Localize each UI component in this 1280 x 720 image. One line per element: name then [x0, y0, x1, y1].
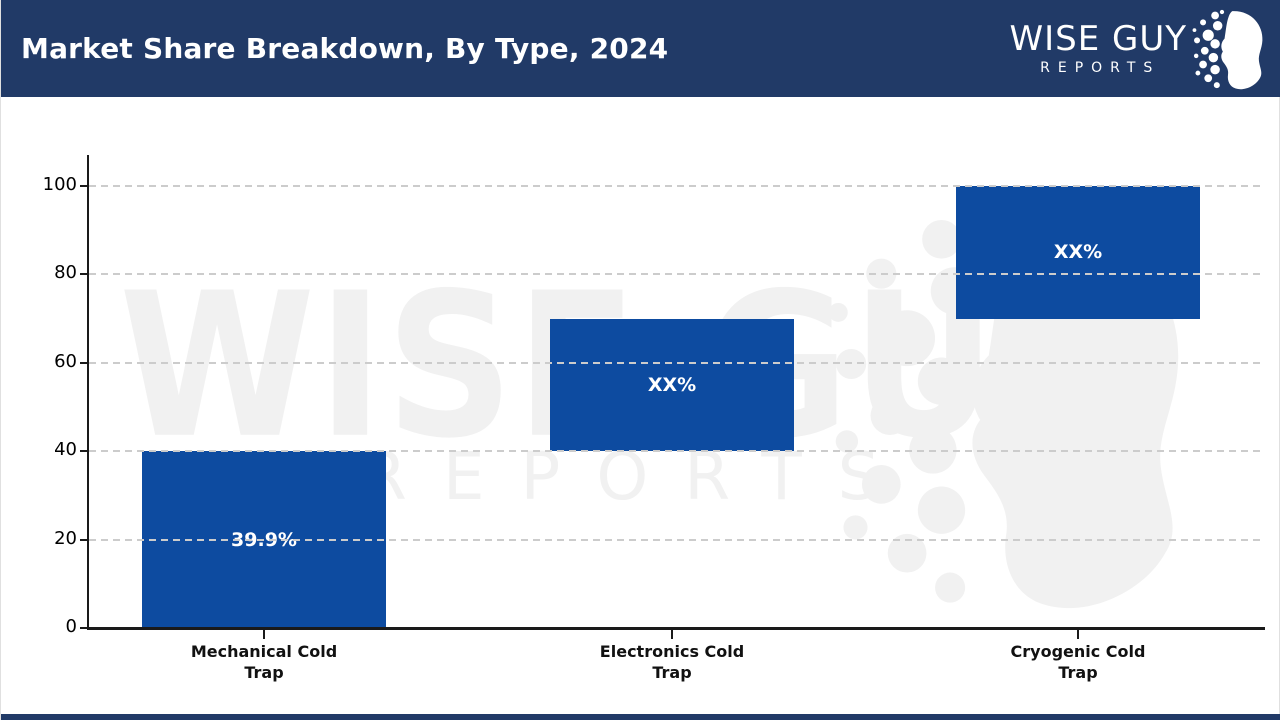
bar-value-label: XX%	[647, 373, 697, 396]
gridline-y-100	[89, 185, 1263, 187]
x-axis-spine	[87, 627, 1265, 630]
logo-text: WISE GUY REPORTS	[1009, 22, 1187, 75]
y-tick-mark-60	[80, 361, 89, 364]
y-tick-label-80: 80	[54, 262, 77, 284]
chart-title: Market Share Breakdown, By Type, 2024	[21, 32, 669, 65]
x-tick-mark-1	[263, 630, 265, 639]
x-category-label-line: Trap	[1058, 663, 1098, 682]
logo-dotted-head-icon	[1192, 9, 1263, 89]
wise-guy-reports-logo: WISE GUY REPORTS	[1009, 6, 1280, 92]
x-category-label-line: Trap	[652, 663, 692, 682]
x-category-label-1: Mechanical Cold Trap	[144, 641, 384, 683]
y-tick-label-20: 20	[54, 527, 77, 549]
gridline-y-60	[89, 361, 1263, 364]
bar-segment-2: XX%	[550, 318, 794, 452]
y-tick-label-60: 60	[54, 350, 77, 372]
x-category-label-2: Electronics Cold Trap	[552, 641, 792, 683]
x-category-label-line: Electronics Cold	[599, 642, 745, 661]
y-tick-mark-100	[80, 185, 89, 187]
gridline-y-80	[89, 273, 1263, 276]
x-tick-mark-3	[1077, 630, 1079, 639]
gridline-y-40	[89, 450, 1263, 453]
y-tick-mark-40	[80, 450, 89, 453]
y-axis-spine	[87, 155, 89, 628]
logo-wiseguy-label: WISE GUY	[1009, 19, 1187, 59]
x-category-label-3: Cryogenic Cold Trap	[958, 641, 1198, 683]
gridline-y-20	[89, 538, 1263, 541]
y-tick-mark-20	[80, 538, 89, 541]
bar-value-label: XX%	[1053, 241, 1103, 264]
y-tick-mark-0	[80, 627, 89, 629]
x-category-label-line: Trap	[244, 663, 284, 682]
x-category-label-line: Mechanical Cold	[190, 642, 338, 661]
x-tick-mark-2	[671, 630, 673, 639]
y-tick-mark-80	[80, 273, 89, 276]
logo-reports-label: REPORTS	[1040, 60, 1161, 76]
bar-segment-3: XX%	[956, 186, 1200, 319]
header-band: Market Share Breakdown, By Type, 2024 WI…	[1, 0, 1280, 97]
y-tick-label-100: 100	[42, 174, 77, 195]
y-tick-label-0: 0	[65, 616, 77, 637]
footer-bar	[1, 714, 1280, 720]
x-category-label-line: Cryogenic Cold	[1010, 642, 1146, 661]
y-tick-label-40: 40	[54, 439, 77, 461]
